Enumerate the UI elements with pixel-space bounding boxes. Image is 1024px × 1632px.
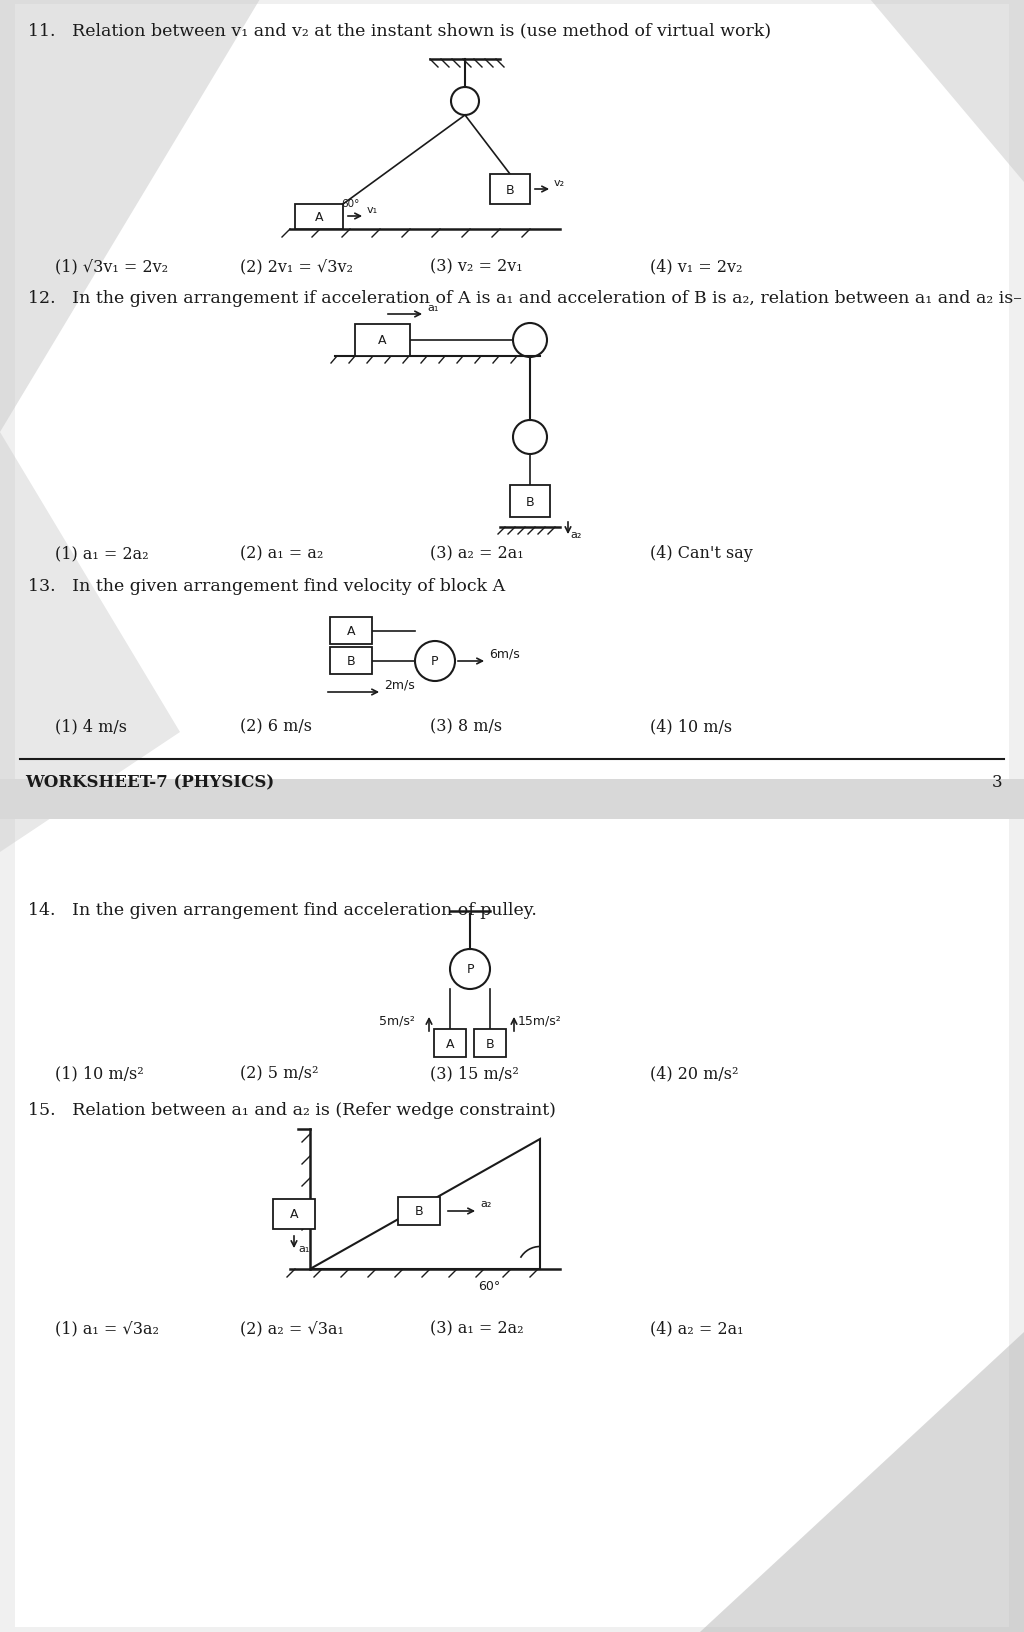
Bar <box>330 617 372 645</box>
Text: (3) a₁ = 2a₂: (3) a₁ = 2a₂ <box>430 1319 523 1337</box>
Text: v₂: v₂ <box>554 178 565 188</box>
Text: B: B <box>506 183 514 196</box>
Bar <box>273 1200 315 1229</box>
Text: (4) a₂ = 2a₁: (4) a₂ = 2a₁ <box>650 1319 743 1337</box>
Text: (2) 5 m/s²: (2) 5 m/s² <box>240 1064 318 1082</box>
Text: 15m/s²: 15m/s² <box>518 1015 562 1028</box>
Text: A: A <box>347 625 355 638</box>
Text: (1) a₁ = 2a₂: (1) a₁ = 2a₂ <box>55 545 148 561</box>
Text: B: B <box>415 1204 423 1217</box>
Text: 60°: 60° <box>341 199 359 209</box>
Text: 12.   In the given arrangement if acceleration of A is a₁ and acceleration of B : 12. In the given arrangement if accelera… <box>28 290 1022 307</box>
Text: (2) 2v₁ = √3v₂: (2) 2v₁ = √3v₂ <box>240 258 353 274</box>
Text: (3) v₂ = 2v₁: (3) v₂ = 2v₁ <box>430 258 522 274</box>
Text: B: B <box>525 494 535 508</box>
Bar <box>398 1198 440 1226</box>
Bar <box>355 325 410 357</box>
Text: a₁: a₁ <box>298 1244 309 1253</box>
Text: 14.   In the given arrangement find acceleration of pulley.: 14. In the given arrangement find accele… <box>28 901 537 919</box>
Text: (1) 4 m/s: (1) 4 m/s <box>55 718 127 734</box>
Text: a₂: a₂ <box>570 530 582 540</box>
Text: (4) Can't say: (4) Can't say <box>650 545 753 561</box>
Text: A: A <box>445 1036 455 1049</box>
Polygon shape <box>0 432 180 852</box>
Text: 11.   Relation between v₁ and v₂ at the instant shown is (use method of virtual : 11. Relation between v₁ and v₂ at the in… <box>28 21 771 39</box>
Bar <box>474 1030 506 1058</box>
Text: 5m/s²: 5m/s² <box>379 1015 415 1028</box>
Bar <box>330 648 372 674</box>
Text: 15.   Relation between a₁ and a₂ is (Refer wedge constraint): 15. Relation between a₁ and a₂ is (Refer… <box>28 1102 556 1118</box>
Text: (1) 10 m/s²: (1) 10 m/s² <box>55 1064 143 1082</box>
Text: (1) √3v₁ = 2v₂: (1) √3v₁ = 2v₂ <box>55 258 168 274</box>
Text: (1) a₁ = √3a₂: (1) a₁ = √3a₂ <box>55 1319 159 1337</box>
Text: 2m/s: 2m/s <box>384 679 415 692</box>
Text: a₁: a₁ <box>427 304 438 313</box>
Polygon shape <box>870 0 1024 183</box>
Text: B: B <box>485 1036 495 1049</box>
Text: WORKSHEET-7 (PHYSICS): WORKSHEET-7 (PHYSICS) <box>25 774 274 790</box>
Text: A: A <box>290 1208 298 1221</box>
Text: P: P <box>466 963 474 976</box>
Text: v₁: v₁ <box>367 206 378 215</box>
Text: (2) a₂ = √3a₁: (2) a₂ = √3a₁ <box>240 1319 344 1337</box>
Bar <box>434 1030 466 1058</box>
Text: A: A <box>378 335 387 348</box>
Text: (3) 15 m/s²: (3) 15 m/s² <box>430 1064 519 1082</box>
Text: (3) 8 m/s: (3) 8 m/s <box>430 718 502 734</box>
FancyBboxPatch shape <box>15 5 1009 1627</box>
Text: (2) a₁ = a₂: (2) a₁ = a₂ <box>240 545 324 561</box>
Text: P: P <box>431 654 438 667</box>
Polygon shape <box>700 1332 1024 1632</box>
Text: (3) a₂ = 2a₁: (3) a₂ = 2a₁ <box>430 545 523 561</box>
Text: 6m/s: 6m/s <box>489 648 520 661</box>
Bar <box>510 486 550 517</box>
Text: (2) 6 m/s: (2) 6 m/s <box>240 718 312 734</box>
Polygon shape <box>310 1139 540 1270</box>
Text: 3: 3 <box>991 774 1002 790</box>
Text: (4) v₁ = 2v₂: (4) v₁ = 2v₂ <box>650 258 742 274</box>
Text: a₂: a₂ <box>480 1198 492 1208</box>
Text: (4) 10 m/s: (4) 10 m/s <box>650 718 732 734</box>
Bar <box>490 175 530 206</box>
Bar <box>0 780 1024 819</box>
Text: A: A <box>314 211 324 224</box>
Text: 13.   In the given arrangement find velocity of block A: 13. In the given arrangement find veloci… <box>28 578 505 594</box>
Polygon shape <box>0 0 260 432</box>
Text: 60°: 60° <box>478 1279 501 1293</box>
Text: (4) 20 m/s²: (4) 20 m/s² <box>650 1064 738 1082</box>
Text: B: B <box>347 654 355 667</box>
Bar <box>295 206 343 230</box>
